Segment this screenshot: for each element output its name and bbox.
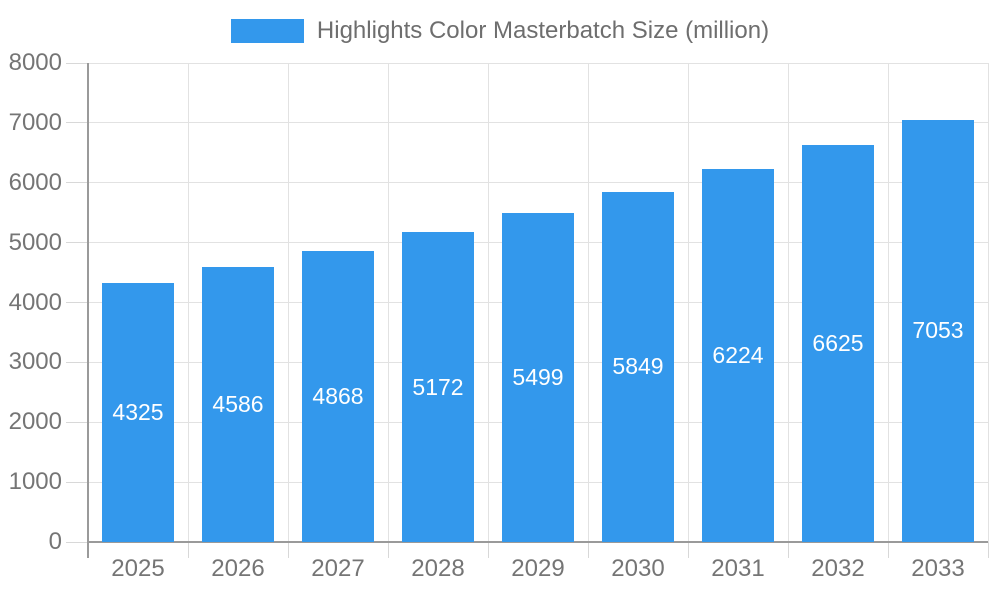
x-axis-tick — [787, 542, 789, 558]
bar-2026[interactable]: 4586 — [202, 267, 274, 542]
gridline-vertical — [287, 63, 289, 542]
x-axis-tick-label: 2025 — [111, 555, 165, 582]
gridline-vertical — [387, 63, 389, 542]
x-axis-tick-label: 2028 — [411, 555, 465, 582]
bar-value-label: 6625 — [812, 330, 864, 357]
y-axis-tick-label: 5000 — [8, 228, 62, 256]
gridline-vertical — [187, 63, 189, 542]
bar-value-label: 5499 — [512, 363, 564, 390]
x-axis-tick-label: 2030 — [611, 555, 665, 582]
bar-value-label: 6224 — [712, 342, 764, 369]
x-axis-tick — [887, 542, 889, 558]
legend-swatch — [230, 19, 304, 43]
y-axis-tick-label: 1000 — [8, 468, 62, 496]
y-axis-tick — [66, 302, 88, 303]
gridline-vertical — [687, 63, 689, 542]
y-axis-tick-label: 3000 — [8, 348, 62, 376]
gridline-vertical — [887, 63, 889, 542]
y-axis-tick — [66, 62, 88, 64]
y-axis-tick — [66, 541, 88, 543]
gridline-vertical — [987, 63, 989, 542]
x-axis-tick — [487, 542, 489, 558]
gridline-vertical — [487, 63, 489, 542]
bar-2033[interactable]: 7053 — [902, 119, 974, 542]
x-axis-tick-label: 2027 — [311, 555, 365, 582]
bar-2030[interactable]: 5849 — [602, 191, 674, 542]
y-axis-tick — [66, 481, 88, 483]
y-axis-tick — [66, 122, 88, 124]
x-axis-tick — [187, 542, 189, 558]
x-axis-tick-label: 2033 — [911, 555, 965, 582]
y-axis-tick-label: 4000 — [8, 288, 62, 316]
bar-2028[interactable]: 5172 — [402, 232, 474, 542]
bar-value-label: 4868 — [312, 382, 364, 409]
bar-2029[interactable]: 5499 — [502, 212, 574, 542]
gridline-horizontal — [88, 182, 988, 184]
x-axis-tick — [387, 542, 389, 558]
y-axis-tick-label: 2000 — [8, 408, 62, 436]
y-axis-line — [87, 63, 89, 558]
x-axis-tick — [287, 542, 289, 558]
legend[interactable]: Highlights Color Masterbatch Size (milli… — [0, 17, 1000, 45]
y-axis-tick — [66, 421, 88, 423]
bar-2027[interactable]: 4868 — [302, 250, 374, 542]
y-axis-tick — [66, 242, 88, 244]
legend-label: Highlights Color Masterbatch Size (milli… — [316, 17, 770, 44]
y-axis-tick-label: 8000 — [8, 49, 62, 76]
x-axis-tick — [987, 542, 989, 558]
gridline-vertical — [587, 63, 589, 542]
y-axis-tick-label: 6000 — [8, 168, 62, 196]
bar-2031[interactable]: 6224 — [702, 169, 774, 542]
x-axis-tick — [587, 542, 589, 558]
gridline-horizontal — [88, 62, 988, 64]
bar-value-label: 5172 — [412, 373, 464, 400]
x-axis-tick-label: 2029 — [511, 555, 565, 582]
x-axis-tick-label: 2026 — [211, 555, 265, 582]
gridline-horizontal — [88, 122, 988, 124]
y-axis-tick-label: 0 — [48, 528, 62, 555]
x-axis-tick-label: 2031 — [711, 555, 765, 582]
x-axis-line — [88, 541, 988, 543]
bar-value-label: 4586 — [212, 391, 264, 418]
bar-value-label: 7053 — [912, 317, 964, 344]
bar-value-label: 4325 — [112, 399, 164, 425]
gridline-vertical — [787, 63, 789, 542]
y-axis-tick — [66, 182, 88, 184]
bar-2032[interactable]: 6625 — [802, 145, 874, 542]
bar-2025[interactable]: 4325 — [102, 283, 174, 542]
bar-value-label: 5849 — [612, 353, 664, 380]
x-axis-tick — [687, 542, 689, 558]
y-axis-tick-label: 7000 — [8, 108, 62, 136]
y-axis-tick — [66, 361, 88, 363]
x-axis-tick-label: 2032 — [811, 555, 865, 582]
